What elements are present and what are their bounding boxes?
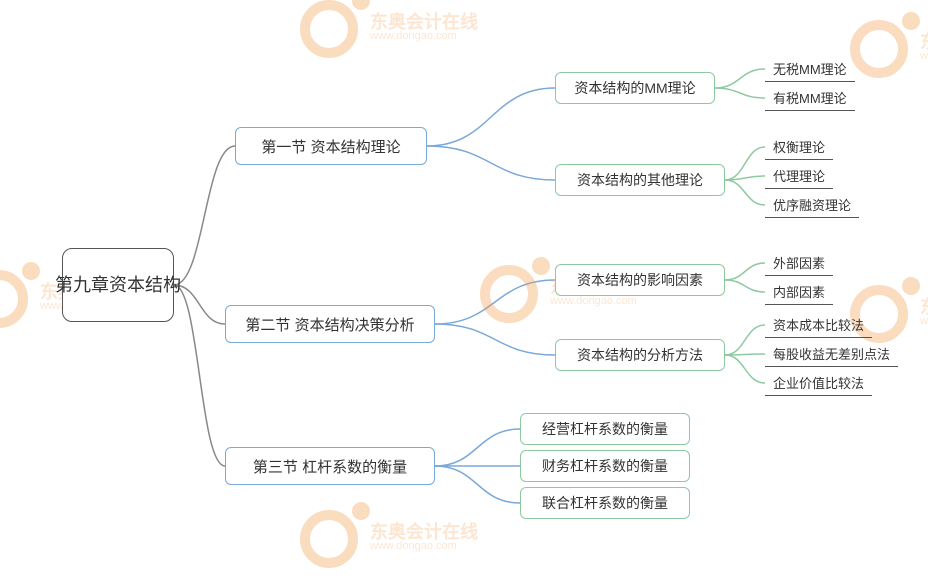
leaf-label: 优序融资理论 xyxy=(773,195,851,214)
leaf-3: 权衡理论 xyxy=(765,134,833,160)
topic-6: 财务杠杆系数的衡量 xyxy=(520,450,690,482)
topic-3: 资本结构的影响因素 xyxy=(555,264,725,296)
root-node: 第九章资本结构 xyxy=(62,248,174,322)
section-label: 第二节 资本结构决策分析 xyxy=(245,314,414,335)
leaf-9: 每股收益无差别点法 xyxy=(765,341,898,367)
leaf-7: 内部因素 xyxy=(765,279,833,305)
topic-label: 资本结构的其他理论 xyxy=(577,170,703,190)
topic-label: 财务杠杆系数的衡量 xyxy=(542,456,668,476)
leaf-label: 代理理论 xyxy=(773,166,825,185)
leaf-6: 外部因素 xyxy=(765,250,833,276)
watermark: 东奥会计在线www.dongao.com xyxy=(850,10,928,90)
leaf-label: 权衡理论 xyxy=(773,137,825,156)
topic-label: 资本结构的影响因素 xyxy=(577,270,703,290)
section-label: 第三节 杠杆系数的衡量 xyxy=(253,456,407,477)
watermark: 东奥会计在线www.dongao.com xyxy=(300,500,500,580)
topic-5: 经营杠杆系数的衡量 xyxy=(520,413,690,445)
leaf-label: 资本成本比较法 xyxy=(773,315,864,334)
root-line2: 资本结构 xyxy=(109,272,181,299)
topic-label: 资本结构的分析方法 xyxy=(577,345,703,365)
watermark: 东奥会计在线www.dongao.com xyxy=(300,0,500,70)
leaf-10: 企业价值比较法 xyxy=(765,370,872,396)
root-line1: 第九章 xyxy=(55,272,109,299)
leaf-label: 有税MM理论 xyxy=(773,88,847,107)
leaf-label: 每股收益无差别点法 xyxy=(773,344,890,363)
leaf-label: 内部因素 xyxy=(773,282,825,301)
section-2: 第二节 资本结构决策分析 xyxy=(225,305,435,343)
leaf-4: 代理理论 xyxy=(765,163,833,189)
leaf-2: 有税MM理论 xyxy=(765,85,855,111)
leaf-5: 优序融资理论 xyxy=(765,192,859,218)
section-label: 第一节 资本结构理论 xyxy=(261,136,400,157)
topic-1: 资本结构的MM理论 xyxy=(555,72,715,104)
leaf-1: 无税MM理论 xyxy=(765,56,855,82)
topic-2: 资本结构的其他理论 xyxy=(555,164,725,196)
topic-label: 联合杠杆系数的衡量 xyxy=(542,493,668,513)
section-1: 第一节 资本结构理论 xyxy=(235,127,427,165)
topic-label: 资本结构的MM理论 xyxy=(574,78,695,98)
leaf-label: 外部因素 xyxy=(773,253,825,272)
topic-label: 经营杠杆系数的衡量 xyxy=(542,419,668,439)
section-3: 第三节 杠杆系数的衡量 xyxy=(225,447,435,485)
leaf-label: 无税MM理论 xyxy=(773,59,847,78)
leaf-8: 资本成本比较法 xyxy=(765,312,872,338)
topic-4: 资本结构的分析方法 xyxy=(555,339,725,371)
leaf-label: 企业价值比较法 xyxy=(773,373,864,392)
topic-7: 联合杠杆系数的衡量 xyxy=(520,487,690,519)
